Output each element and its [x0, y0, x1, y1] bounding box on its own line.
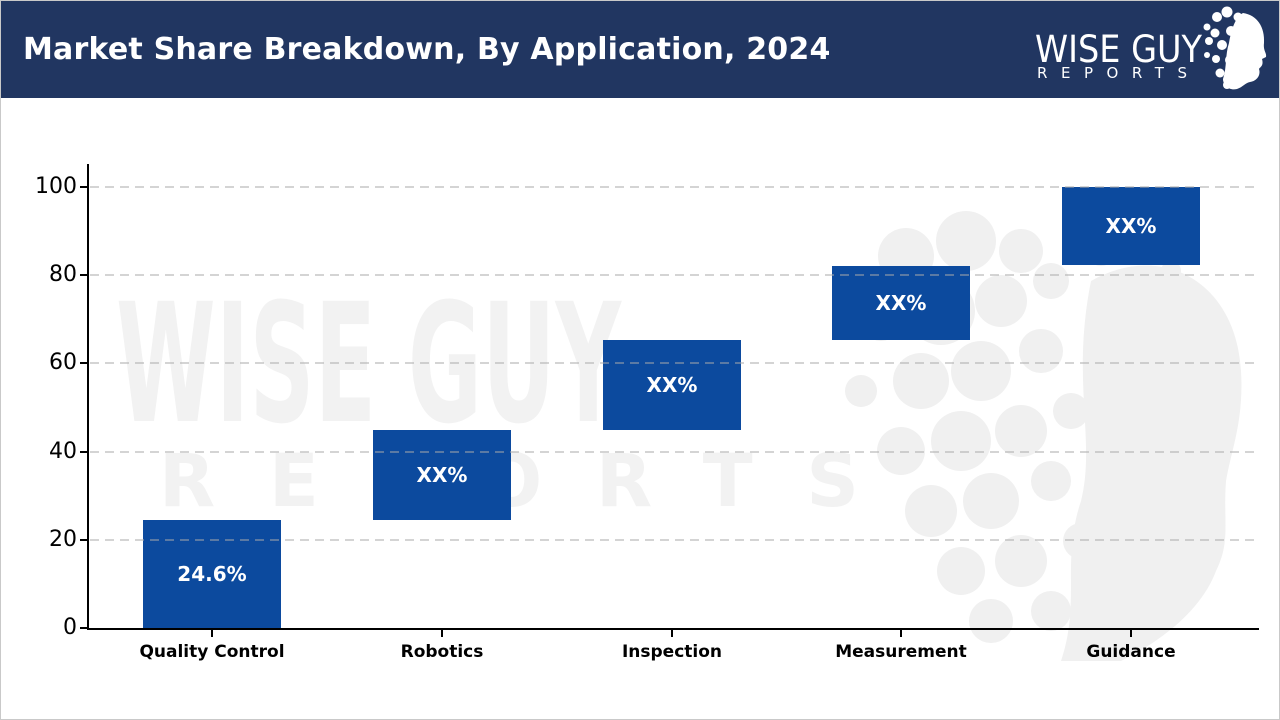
brand-logo: WISE GUY REPORTS: [1035, 6, 1267, 90]
x-tick: [671, 630, 673, 637]
y-tick: [80, 186, 88, 188]
face-dots-icon: [1203, 6, 1267, 90]
y-tick-label: 40: [49, 438, 77, 464]
x-tick-label: Quality Control: [139, 642, 285, 662]
y-tick: [80, 362, 88, 365]
x-tick: [441, 630, 443, 637]
x-tick: [1130, 630, 1132, 637]
header-bar: Market Share Breakdown, By Application, …: [1, 1, 1279, 98]
bar-inspection: XX%: [603, 340, 741, 430]
y-tick: [80, 538, 88, 541]
gridline-40: [90, 450, 1259, 453]
x-tick-label: Inspection: [621, 642, 723, 662]
gridline-80: [90, 274, 1259, 277]
y-tick-label: 20: [49, 526, 77, 552]
gridline-100: [90, 186, 1259, 188]
y-tick: [80, 627, 88, 629]
bar-quality-control: 24.6%: [143, 519, 281, 628]
x-axis-line: [87, 628, 1259, 630]
bar-value-label: XX%: [875, 290, 927, 315]
bar-value-label: XX%: [1105, 214, 1157, 239]
gridline-20: [90, 538, 1259, 541]
y-tick-label: 80: [49, 262, 77, 288]
y-tick: [80, 450, 88, 453]
y-tick-label: 0: [63, 615, 77, 640]
gridline-60: [90, 362, 1259, 365]
bar-measurement: XX%: [832, 265, 970, 340]
y-tick: [80, 274, 88, 277]
x-tick-label: Guidance: [1086, 642, 1176, 662]
page-title: Market Share Breakdown, By Application, …: [23, 32, 831, 67]
bar-value-label: XX%: [646, 372, 698, 397]
x-tick: [900, 630, 902, 637]
x-tick: [211, 630, 213, 637]
y-axis-line: [87, 164, 89, 630]
x-tick-label: Robotics: [400, 642, 484, 662]
y-tick-label: 100: [35, 174, 77, 199]
logo-wordmark: WISE GUY: [1035, 28, 1202, 71]
bar-robotics: XX%: [373, 429, 511, 520]
x-tick-label: Measurement: [835, 642, 967, 662]
y-tick-label: 60: [49, 350, 77, 376]
bar-value-label: XX%: [416, 462, 468, 487]
bar-value-label: 24.6%: [177, 561, 247, 586]
bar-guidance: XX%: [1062, 187, 1200, 266]
